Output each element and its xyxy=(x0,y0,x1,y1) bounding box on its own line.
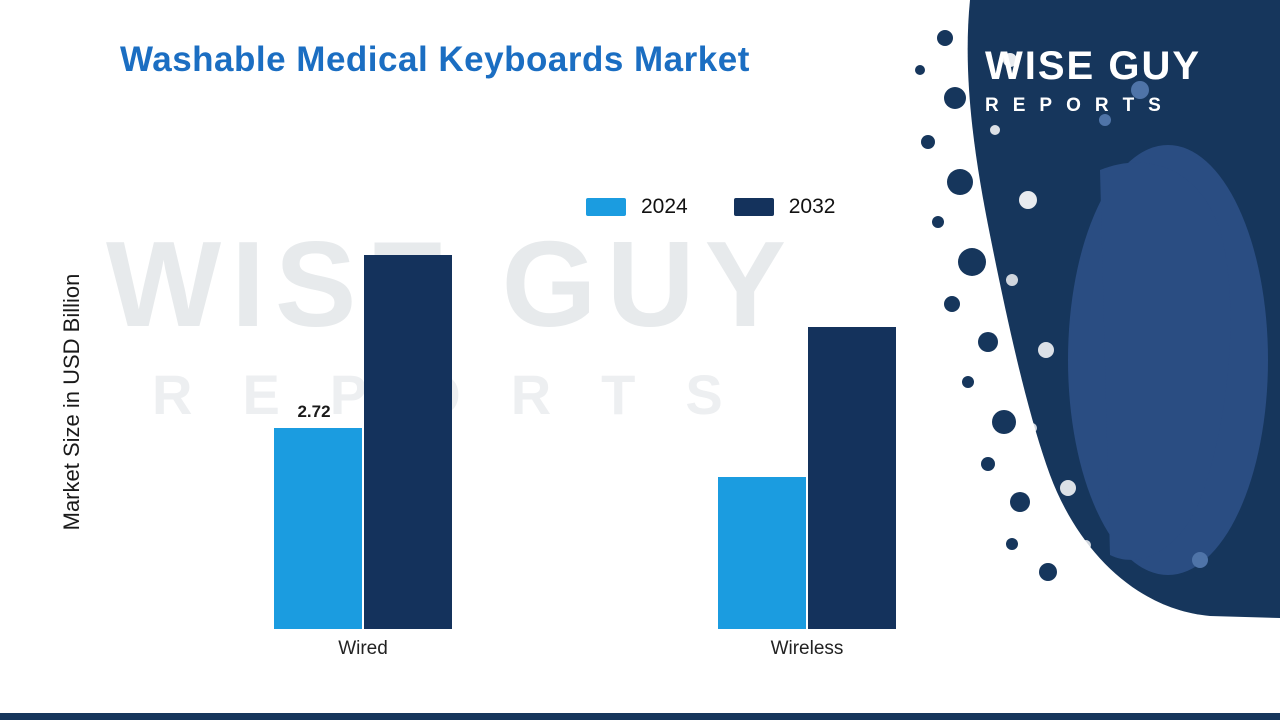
logo-wordmark: WISE GUY xyxy=(985,44,1202,88)
bar-wireless-2032 xyxy=(808,327,896,629)
legend-item-2024: 2024 xyxy=(586,195,688,219)
legend-label-2032: 2032 xyxy=(788,195,836,218)
legend-swatch-2032-icon xyxy=(733,198,774,216)
legend-swatch-2024-icon xyxy=(586,198,626,216)
category-label: Wireless xyxy=(770,638,844,659)
plot-area: 2.72 Wired Wireless xyxy=(230,229,920,659)
logo-face-profile xyxy=(1100,162,1231,560)
bar-value-label: 2.72 xyxy=(297,402,331,421)
bar-group: Wireless xyxy=(718,229,896,659)
legend: 2024 2032 xyxy=(586,195,835,219)
bar-wired-2032 xyxy=(364,255,452,629)
bottom-accent-bar xyxy=(0,713,1280,720)
bar-wireless-2024 xyxy=(718,477,806,629)
y-axis-label: Market Size in USD Billion xyxy=(59,273,84,531)
logo: WISE GUY REPORTS xyxy=(985,44,1201,117)
legend-label-2024: 2024 xyxy=(641,195,688,218)
category-label: Wired xyxy=(338,638,388,659)
chart-title: Washable Medical Keyboards Market xyxy=(120,40,750,79)
legend-item-2032: 2032 xyxy=(733,195,836,219)
bar-wired-2024: 2.72 xyxy=(274,402,362,629)
logo-face-silhouette xyxy=(1068,145,1268,575)
bar-group: 2.72 Wired xyxy=(274,229,452,659)
logo-subtext: REPORTS xyxy=(985,95,1175,116)
